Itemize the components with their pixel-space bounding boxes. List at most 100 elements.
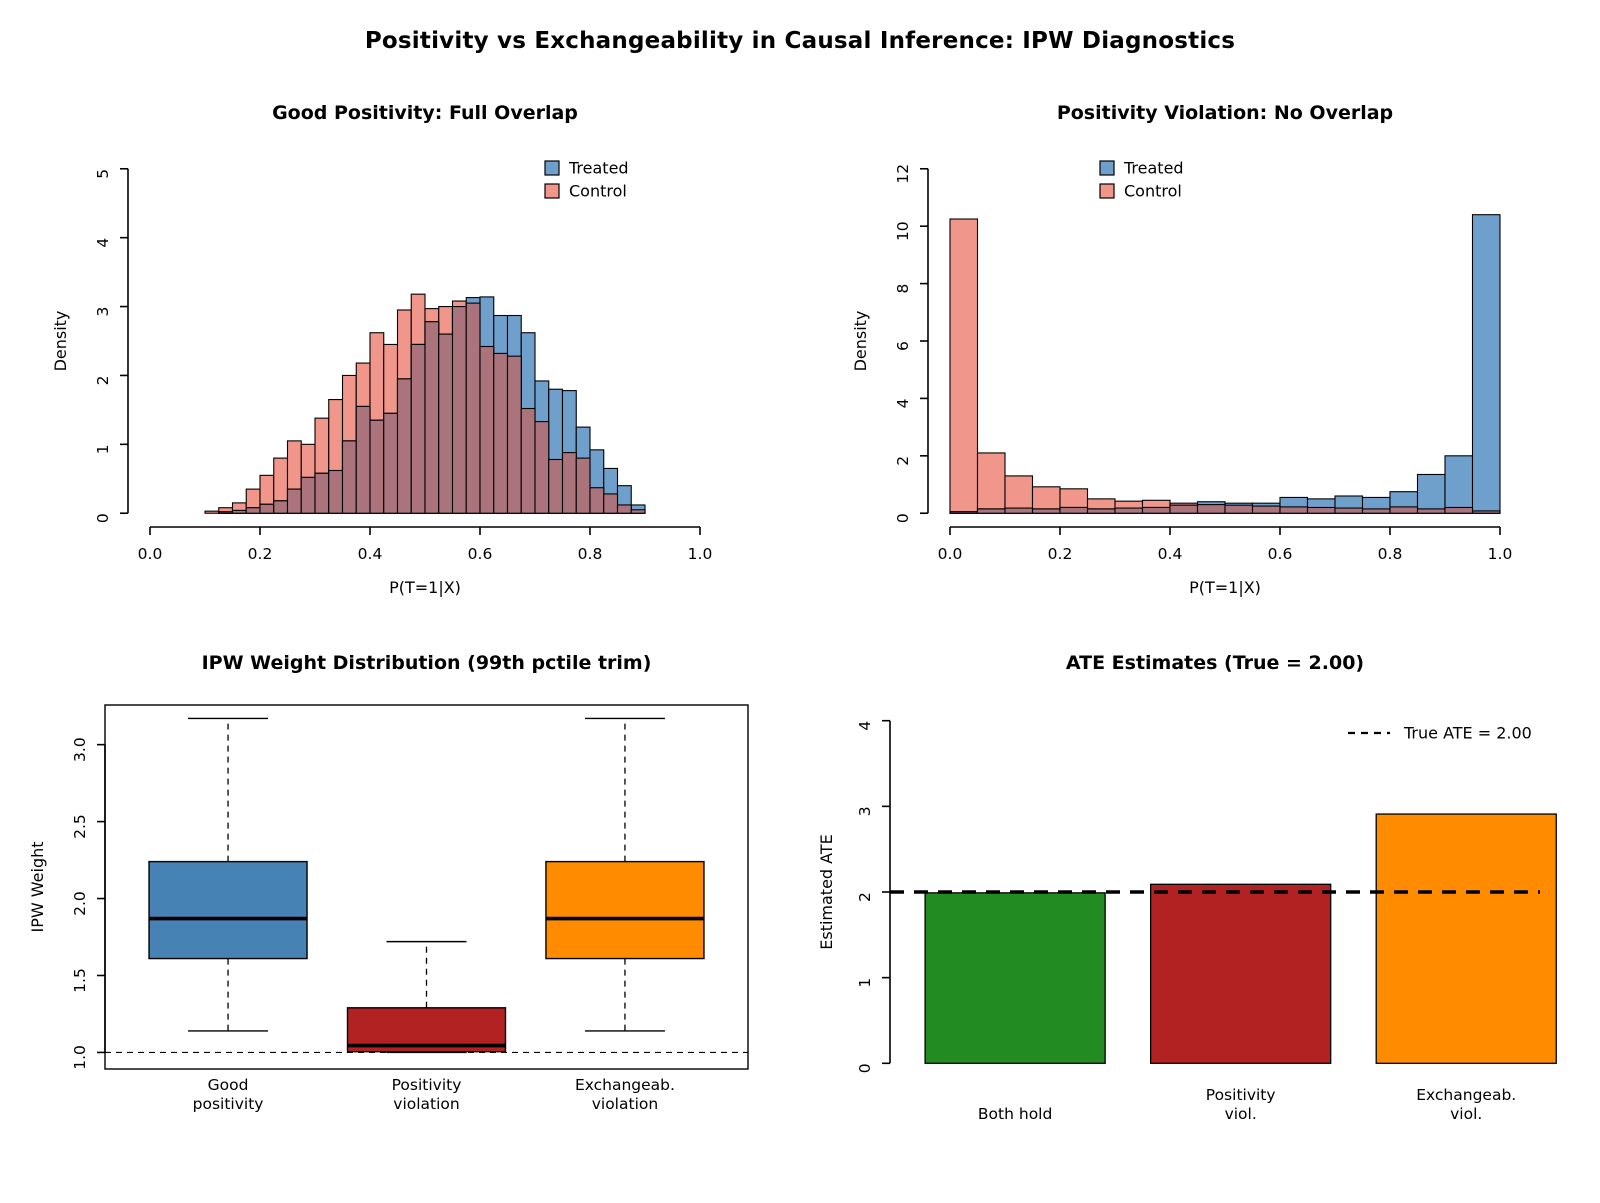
x-category-label: Good	[208, 1076, 249, 1094]
x-category-label: viol.	[1225, 1105, 1257, 1123]
histogram-good-positivity: Good Positivity: Full Overlap 0 1 2 3 4 5 0.0 0.…	[51, 102, 712, 597]
plot-title: IPW Weight Distribution (99th pctile tri…	[202, 652, 652, 674]
x-axis-label: P(T=1|X)	[389, 578, 461, 597]
y-tick-label: 6	[894, 341, 912, 351]
hist-bar-overlap	[1279, 506, 1309, 514]
legend-label: Control	[1124, 182, 1182, 201]
x-tick-label: 0.0	[138, 545, 163, 563]
x-axis-label: P(T=1|X)	[1189, 578, 1261, 597]
bar	[924, 892, 1106, 1064]
hist-bar-overlap	[534, 421, 550, 514]
x-tick-label: 0.2	[1048, 545, 1073, 563]
hist-bar-overlap	[1031, 508, 1061, 514]
y-axis-label: Density	[851, 311, 870, 372]
boxplot-box	[545, 717, 705, 1032]
hist-bars	[204, 293, 646, 514]
legend-swatch	[1099, 183, 1115, 199]
y-tick-label: 4	[894, 398, 912, 408]
x-tick-label: 0.0	[938, 545, 963, 563]
hist-bar-overlap	[1389, 506, 1419, 514]
hist-bar-overlap	[341, 440, 357, 514]
bar	[1375, 813, 1557, 1064]
hist-bar-control	[204, 510, 220, 514]
hist-bar-overlap	[976, 508, 1006, 514]
hist-bar-overlap	[1251, 505, 1281, 514]
hist-bar-control	[976, 452, 1006, 514]
hist-bar-overlap	[286, 488, 302, 514]
x-tick-label: 0.6	[1268, 545, 1293, 563]
legend: Treated Control	[544, 159, 629, 201]
hist-bar-overlap	[1114, 507, 1144, 514]
x-tick-label: 0.8	[1378, 545, 1403, 563]
hist-bar-overlap	[1059, 506, 1089, 514]
hist-bar-overlap	[1306, 506, 1336, 514]
hist-bar-treated	[1471, 214, 1501, 514]
hist-bar-overlap	[369, 419, 385, 514]
plot-good-positivity: Good Positivity: Full Overlap 0 1 2 3 4 5 0.0 0.…	[51, 102, 712, 597]
hist-bar-overlap	[1361, 508, 1391, 514]
page-title: Positivity vs Exchangeability in Causal …	[364, 28, 1236, 54]
y-axis-label: Density	[51, 311, 70, 372]
hist-bar-overlap	[273, 500, 289, 514]
legend: Treated Control	[1099, 159, 1184, 201]
x-tick-label: 0.4	[1158, 545, 1183, 563]
barchart-ate-estimates: ATE Estimates (True = 2.00) 0 1 2 3 4 Estimate…	[817, 652, 1557, 1123]
y-tick-label: 2	[856, 892, 874, 902]
x-tick-label: 1.0	[688, 545, 713, 563]
box-iqr	[545, 860, 705, 960]
y-tick-label: 2	[94, 376, 112, 386]
chart-panel-ate-estimates: ATE Estimates (True = 2.00) 0 1 2 3 4 Estimate…	[800, 637, 1600, 1199]
chart-panel-good-positivity: Good Positivity: Full Overlap 0 1 2 3 4 5 0.0 0.…	[0, 75, 800, 637]
legend: True ATE = 2.00	[1348, 724, 1532, 743]
hist-bars	[949, 214, 1501, 514]
hist-bar-overlap	[1169, 504, 1199, 514]
y-tick-label: 0	[856, 1063, 874, 1073]
legend-label: Treated	[568, 159, 629, 178]
hist-bar-treated	[1444, 455, 1474, 514]
hist-bar-overlap	[259, 503, 275, 514]
hist-bar-overlap	[630, 509, 646, 514]
chart-panel-ipw-weights: IPW Weight Distribution (99th pctile tri…	[0, 637, 800, 1199]
x-tick-label: 0.2	[248, 545, 273, 563]
y-tick-label: 1	[94, 444, 112, 454]
x-category-label: Both hold	[978, 1105, 1052, 1123]
hist-bar-overlap	[314, 472, 330, 514]
hist-bar-overlap	[1444, 506, 1474, 514]
hist-bar-overlap	[548, 458, 564, 514]
boxplot-box	[346, 940, 507, 1054]
hist-bar-overlap	[1004, 507, 1034, 514]
x-category-label: Exchangeab.	[1416, 1086, 1516, 1104]
hist-bar-overlap	[451, 306, 467, 514]
y-tick-label: 2.5	[71, 814, 89, 839]
hist-bars-treated	[949, 214, 1501, 514]
hist-bar-overlap	[396, 378, 412, 514]
plot-title: ATE Estimates (True = 2.00)	[1066, 652, 1364, 674]
y-tick-label: 3	[856, 806, 874, 816]
legend-label: True ATE = 2.00	[1403, 724, 1532, 743]
hist-bar-overlap	[575, 457, 591, 514]
y-tick-label: 0	[94, 513, 112, 523]
hist-bar-overlap	[1224, 504, 1254, 514]
x-tick-label: 0.8	[578, 545, 603, 563]
y-tick-label: 2.0	[71, 891, 89, 916]
plot-positivity-violation: Positivity Violation: No Overlap 0 2 4 6 8 10 1…	[851, 102, 1512, 597]
box-iqr	[148, 860, 308, 960]
hist-bar-overlap	[561, 452, 577, 514]
y-tick-label: 10	[894, 221, 912, 241]
hist-bar-overlap	[231, 509, 247, 514]
plot-ipw-weights: IPW Weight Distribution (99th pctile tri…	[28, 652, 749, 1113]
histogram-positivity-violation: Positivity Violation: No Overlap 0 2 4 6 8 10 1…	[851, 102, 1512, 597]
y-tick-label: 2	[894, 456, 912, 466]
bar	[1149, 883, 1332, 1064]
hist-bar-overlap	[438, 333, 454, 514]
hist-bar-overlap	[300, 476, 316, 514]
chart-panel-positivity-violation: Positivity Violation: No Overlap 0 2 4 6 8 10 1…	[800, 75, 1600, 637]
y-tick-label: 3.0	[71, 737, 89, 762]
hist-bar-overlap	[1196, 504, 1226, 514]
hist-bar-overlap	[603, 493, 619, 514]
x-category-label: Positivity	[392, 1076, 462, 1094]
hist-bar-overlap	[1471, 510, 1501, 514]
plot-title: Good Positivity: Full Overlap	[272, 102, 578, 124]
y-tick-label: 12	[894, 164, 912, 184]
x-category-label: positivity	[193, 1095, 264, 1113]
